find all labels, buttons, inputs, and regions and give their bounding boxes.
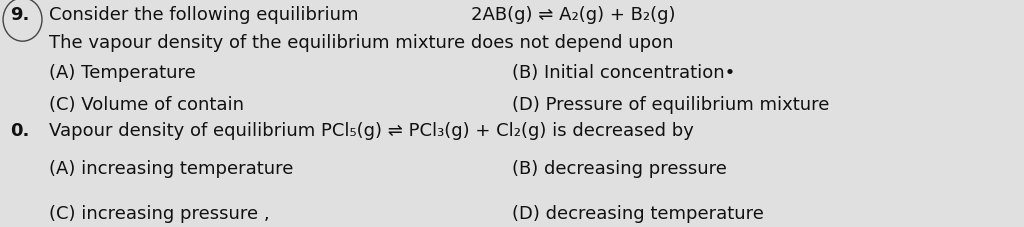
Text: Vapour density of equilibrium PCl₅(g) ⇌ PCl₃(g) + Cl₂(g) is decreased by: Vapour density of equilibrium PCl₅(g) ⇌ … xyxy=(49,121,694,139)
Text: Consider the following equilibrium: Consider the following equilibrium xyxy=(49,6,358,24)
Text: (D) decreasing temperature: (D) decreasing temperature xyxy=(512,204,764,222)
Text: (B) decreasing pressure: (B) decreasing pressure xyxy=(512,159,727,177)
Text: (A) Temperature: (A) Temperature xyxy=(49,64,196,81)
Text: (B) Initial concentration•: (B) Initial concentration• xyxy=(512,64,735,81)
Text: (D) Pressure of equilibrium mixture: (D) Pressure of equilibrium mixture xyxy=(512,95,829,113)
Text: (C) Volume of contain: (C) Volume of contain xyxy=(49,95,244,113)
Text: (C) increasing pressure ,: (C) increasing pressure , xyxy=(49,204,269,222)
Text: 9.: 9. xyxy=(10,6,30,24)
Text: 0.: 0. xyxy=(10,121,30,139)
Text: (A) increasing temperature: (A) increasing temperature xyxy=(49,159,294,177)
Text: 2AB(g) ⇌ A₂(g) + B₂(g): 2AB(g) ⇌ A₂(g) + B₂(g) xyxy=(471,6,676,24)
Text: The vapour density of the equilibrium mixture does not depend upon: The vapour density of the equilibrium mi… xyxy=(49,34,674,52)
